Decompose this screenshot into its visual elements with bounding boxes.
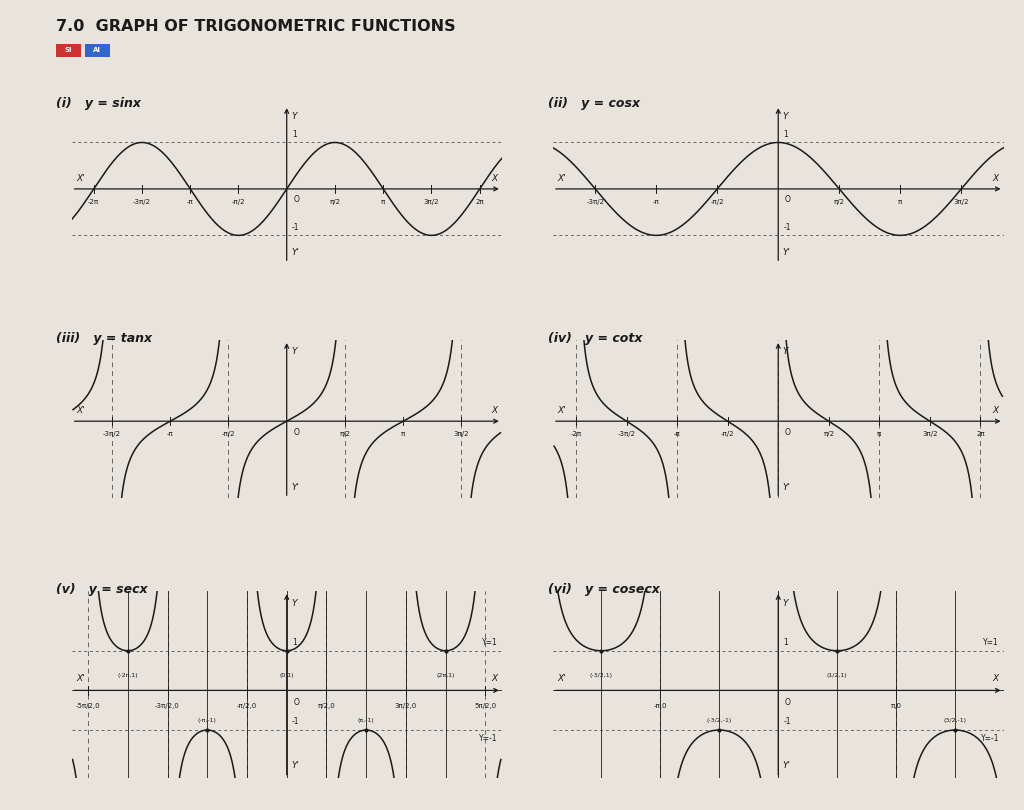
Text: π: π: [401, 432, 406, 437]
Text: O: O: [785, 195, 791, 204]
Text: (vi)   y = cosecx: (vi) y = cosecx: [548, 583, 659, 596]
Text: 1: 1: [292, 638, 297, 647]
Text: -π: -π: [186, 199, 194, 205]
Text: -1: -1: [292, 718, 299, 727]
Text: X: X: [993, 173, 999, 182]
Text: (iii)   y = tanx: (iii) y = tanx: [56, 332, 153, 345]
Text: X: X: [492, 173, 498, 182]
Text: 3π/2: 3π/2: [923, 432, 938, 437]
Text: O: O: [293, 698, 299, 707]
Text: Y': Y': [291, 248, 299, 257]
Text: Y: Y: [782, 112, 788, 121]
Text: Y': Y': [291, 483, 299, 492]
Text: 2π: 2π: [976, 432, 985, 437]
Text: (iv)   y = cotx: (iv) y = cotx: [548, 332, 642, 345]
Text: π: π: [898, 199, 902, 205]
Text: X': X': [557, 674, 566, 683]
Text: -3π/2: -3π/2: [103, 432, 121, 437]
Text: -π/2,0: -π/2,0: [237, 702, 257, 709]
Text: Si: Si: [65, 47, 73, 53]
Text: (3/2,-1): (3/2,-1): [944, 718, 967, 723]
Text: -2π: -2π: [88, 199, 99, 205]
Text: X': X': [557, 406, 566, 415]
Text: -π/2: -π/2: [222, 432, 236, 437]
Text: -π/2: -π/2: [711, 199, 724, 205]
Text: X: X: [993, 406, 999, 415]
Text: (0,1): (0,1): [280, 673, 294, 678]
Text: -π/2: -π/2: [721, 432, 734, 437]
Text: (-π,-1): (-π,-1): [198, 718, 217, 723]
Text: Y=-1: Y=-1: [479, 734, 498, 743]
Text: X: X: [492, 674, 498, 683]
Text: O: O: [785, 698, 791, 707]
Text: (ii)   y = cosx: (ii) y = cosx: [548, 97, 640, 110]
Text: π/2: π/2: [330, 199, 340, 205]
Text: Y: Y: [291, 112, 297, 121]
Text: X: X: [993, 674, 999, 683]
Text: π/2: π/2: [823, 432, 835, 437]
Text: -5π/2,0: -5π/2,0: [76, 702, 100, 709]
Text: -π: -π: [674, 432, 681, 437]
Text: -π: -π: [653, 199, 659, 205]
Text: O: O: [293, 428, 299, 437]
Text: 1: 1: [783, 130, 788, 139]
Text: 3π/2: 3π/2: [953, 199, 969, 205]
Text: (π,-1): (π,-1): [357, 718, 375, 723]
Text: X': X': [557, 173, 566, 182]
Text: Y: Y: [291, 347, 297, 356]
Text: (1/2,1): (1/2,1): [827, 673, 848, 678]
Text: -3π/2,0: -3π/2,0: [155, 702, 180, 709]
Text: π/2: π/2: [340, 432, 350, 437]
Text: -2π: -2π: [570, 432, 582, 437]
Text: Y=1: Y=1: [983, 638, 999, 647]
Text: Y: Y: [782, 347, 788, 356]
Text: Y': Y': [782, 761, 791, 770]
Text: 3π/2: 3π/2: [424, 199, 439, 205]
Text: Y: Y: [782, 599, 788, 608]
Text: (i)   y = sinx: (i) y = sinx: [56, 97, 141, 110]
Text: (2π,1): (2π,1): [436, 673, 455, 678]
Text: -3π/2: -3π/2: [133, 199, 151, 205]
Text: Y: Y: [291, 599, 297, 608]
Text: 2π: 2π: [475, 199, 484, 205]
Text: Y=1: Y=1: [481, 638, 498, 647]
Text: (v)   y = secx: (v) y = secx: [56, 583, 147, 596]
Text: 1: 1: [783, 638, 788, 647]
Text: π/2: π/2: [834, 199, 845, 205]
Text: π: π: [878, 432, 882, 437]
Text: -1: -1: [783, 718, 792, 727]
Text: X': X': [76, 674, 85, 683]
Text: -1: -1: [783, 224, 792, 232]
Text: Y=-1: Y=-1: [981, 734, 999, 743]
Text: O: O: [293, 195, 299, 204]
Text: X': X': [76, 406, 85, 415]
Text: Y': Y': [782, 483, 791, 492]
Text: -3π/2: -3π/2: [586, 199, 604, 205]
Text: X: X: [492, 406, 498, 415]
Text: 3π/2,0: 3π/2,0: [395, 702, 417, 709]
Text: Y': Y': [782, 248, 791, 257]
Text: 5π/2,0: 5π/2,0: [474, 702, 497, 709]
Text: Al: Al: [93, 47, 101, 53]
Text: π: π: [381, 199, 385, 205]
Text: -π/2: -π/2: [231, 199, 245, 205]
Text: (-3/2,-1): (-3/2,-1): [707, 718, 732, 723]
Text: π/2,0: π/2,0: [317, 702, 335, 709]
Text: π,0: π,0: [891, 702, 902, 709]
Text: (-2π,1): (-2π,1): [118, 673, 138, 678]
Text: X': X': [76, 173, 85, 182]
Text: (-3/2,1): (-3/2,1): [590, 673, 612, 678]
Text: O: O: [785, 428, 791, 437]
Text: -π: -π: [167, 432, 174, 437]
Text: -π,0: -π,0: [653, 702, 667, 709]
Text: 3π/2: 3π/2: [454, 432, 469, 437]
Text: -3π/2: -3π/2: [617, 432, 636, 437]
Text: 7.0  GRAPH OF TRIGONOMETRIC FUNCTIONS: 7.0 GRAPH OF TRIGONOMETRIC FUNCTIONS: [56, 19, 456, 34]
Text: 1: 1: [292, 130, 297, 139]
Text: Y': Y': [291, 761, 299, 770]
Text: -1: -1: [292, 224, 299, 232]
